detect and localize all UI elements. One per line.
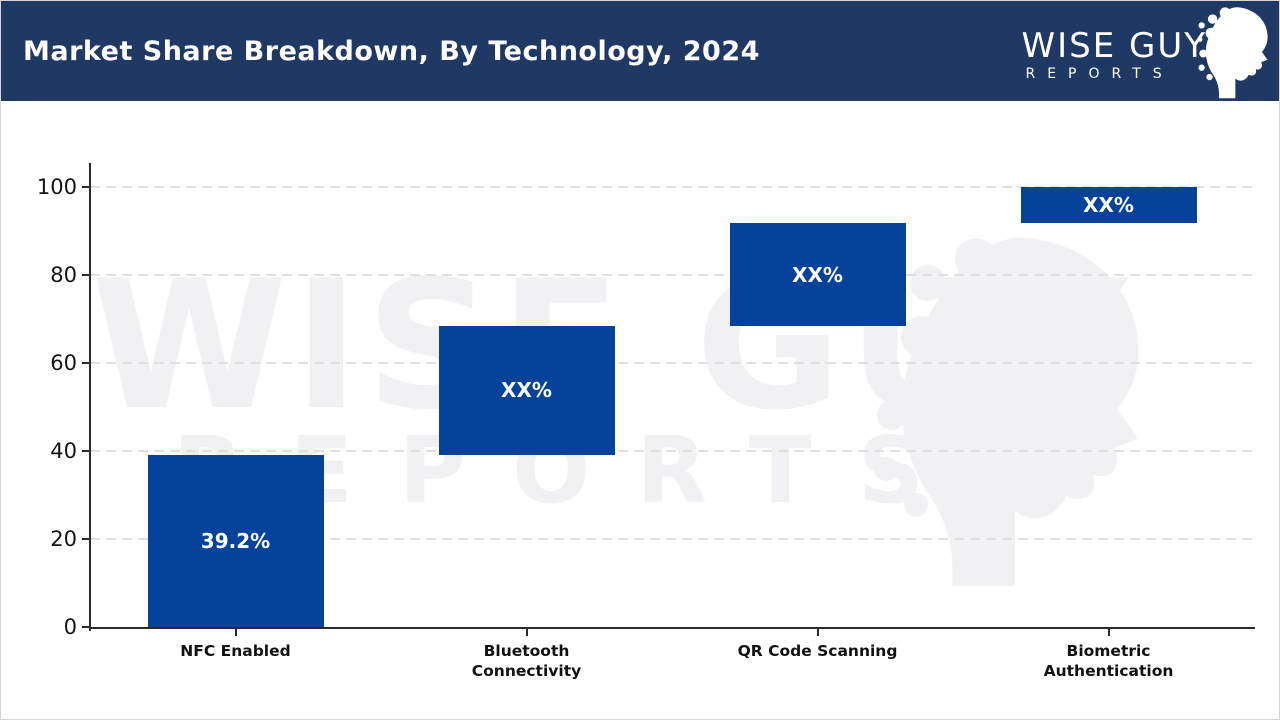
gridline — [90, 186, 1254, 189]
bar-value-label: XX% — [792, 262, 843, 287]
x-tick-mark — [1107, 629, 1110, 636]
brand-name: WISE GUY — [1021, 26, 1207, 66]
gridline — [90, 274, 1254, 277]
x-category-label-line: Bluetooth — [483, 642, 570, 660]
bar-segment: XX% — [438, 325, 615, 455]
y-tick-mark — [82, 538, 90, 541]
x-category-label: QR Code Scanning — [673, 641, 963, 661]
gridline — [90, 450, 1254, 453]
brand-wordmark: WISE GUY REPORTS — [1021, 28, 1207, 82]
y-tick-mark — [82, 186, 90, 189]
bar-segment: XX% — [1020, 187, 1197, 224]
bar-value-label: XX% — [501, 378, 552, 403]
gridline — [90, 538, 1254, 541]
y-tick-label: 40 — [50, 439, 77, 464]
x-category-label-line: QR Code Scanning — [737, 642, 898, 660]
header-bar: Market Share Breakdown, By Technology, 2… — [1, 1, 1279, 101]
gridline — [90, 362, 1254, 365]
x-category-label-line: Authentication — [1043, 662, 1174, 680]
bar-segment: XX% — [729, 223, 906, 326]
bar-value-label: 39.2% — [200, 528, 271, 553]
y-axis — [89, 163, 91, 631]
y-tick-label: 60 — [50, 351, 77, 376]
x-tick-mark — [525, 629, 528, 636]
wise-guy-head-icon — [1193, 5, 1273, 99]
x-category-label: Biometric Authentication — [964, 641, 1254, 681]
bar-value-label: XX% — [1083, 193, 1134, 218]
x-category-label: NFC Enabled — [91, 641, 381, 661]
x-tick-mark — [816, 629, 819, 636]
y-tick-mark — [82, 450, 90, 453]
x-tick-mark — [234, 629, 237, 636]
y-tick-mark — [82, 362, 90, 365]
y-tick-label: 0 — [63, 615, 77, 639]
x-category-label-line: Connectivity — [471, 662, 582, 680]
y-tick-mark — [82, 274, 90, 277]
bar-segment: 39.2% — [147, 454, 324, 627]
x-axis — [89, 627, 1255, 629]
y-tick-label: 20 — [50, 527, 77, 552]
y-tick-label: 80 — [50, 263, 77, 288]
chart-area: 0 20 40 60 80 100 39.2% XX% XX% XX% NFC Enabled B… — [1, 101, 1279, 719]
brand-logo: WISE GUY REPORTS — [1021, 5, 1273, 99]
x-category-label-line: Biometric — [1066, 642, 1151, 660]
x-category-label-line: NFC Enabled — [180, 642, 291, 660]
chart-title: Market Share Breakdown, By Technology, 2… — [23, 35, 760, 67]
y-tick-mark — [82, 626, 90, 628]
y-tick-label: 100 — [36, 175, 77, 200]
x-category-label: Bluetooth Connectivity — [382, 641, 672, 681]
brand-subname: REPORTS — [1025, 66, 1174, 82]
